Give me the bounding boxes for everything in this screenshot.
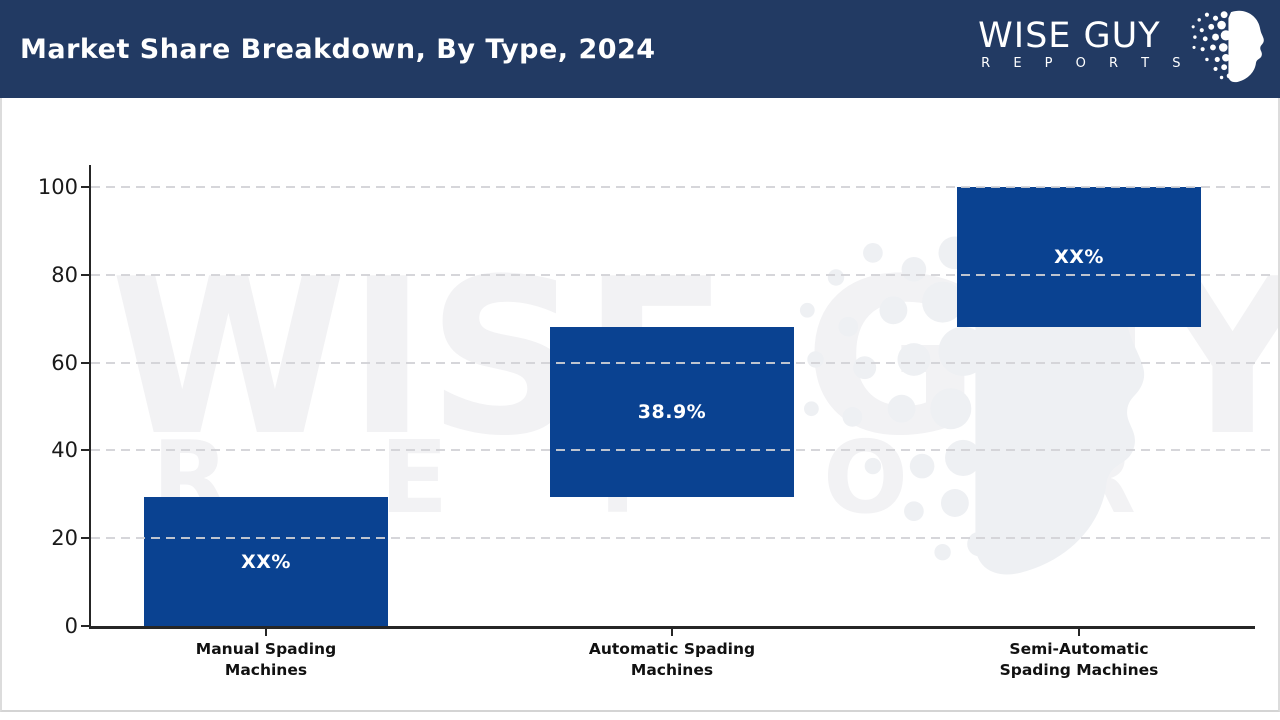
y-tick-mark bbox=[81, 273, 89, 276]
y-tick-label: 80 bbox=[51, 262, 78, 287]
y-tick-label: 0 bbox=[64, 614, 78, 638]
bar-value-label: XX% bbox=[1054, 245, 1104, 268]
gridline bbox=[91, 361, 1272, 364]
bar-value-label: XX% bbox=[241, 550, 291, 573]
x-tick-mark bbox=[671, 629, 673, 636]
gridline bbox=[91, 449, 1272, 452]
bar-segment: 38.9% bbox=[550, 326, 794, 498]
gridline bbox=[91, 537, 1272, 540]
gridline bbox=[91, 186, 1272, 188]
brand-logo: WISE GUY R E P O R T S bbox=[978, 0, 1266, 98]
x-category-label: Semi-Automatic Spading Machines bbox=[999, 640, 1159, 679]
x-category-label: Automatic Spading Machines bbox=[588, 640, 756, 679]
brand-name: WISE GUY bbox=[978, 16, 1161, 56]
y-tick-mark bbox=[81, 186, 89, 188]
bar-segment: XX% bbox=[144, 497, 388, 626]
y-tick-label: 40 bbox=[51, 438, 78, 463]
y-tick-label: 100 bbox=[37, 175, 78, 199]
dotted-face-logo-icon bbox=[1191, 10, 1264, 83]
y-tick-mark bbox=[81, 625, 89, 627]
y-tick-mark bbox=[81, 361, 89, 364]
chart-title: Market Share Breakdown, By Type, 2024 bbox=[20, 33, 656, 65]
brand-tagline: R E P O R T S bbox=[981, 56, 1190, 71]
x-axis-line bbox=[89, 626, 1255, 629]
bar-segment: XX% bbox=[957, 187, 1201, 327]
gridline bbox=[91, 273, 1272, 276]
plot-area: WISE GUY R E P O R T S XX%38.9%XX% 02040… bbox=[0, 98, 1280, 712]
brand-logo-text: WISE GUY R E P O R T S bbox=[978, 17, 1190, 71]
header-bar: Market Share Breakdown, By Type, 2024 WI… bbox=[0, 0, 1280, 98]
x-tick-mark bbox=[265, 629, 267, 636]
y-tick-label: 60 bbox=[51, 350, 78, 375]
y-tick-mark bbox=[81, 449, 89, 452]
x-category-label: Manual Spading Machines bbox=[195, 640, 337, 679]
y-tick-mark bbox=[81, 537, 89, 540]
y-tick-label: 20 bbox=[51, 526, 78, 551]
y-axis-line bbox=[89, 165, 91, 628]
bar-value-label: 38.9% bbox=[637, 400, 707, 423]
x-tick-mark bbox=[1078, 629, 1080, 636]
